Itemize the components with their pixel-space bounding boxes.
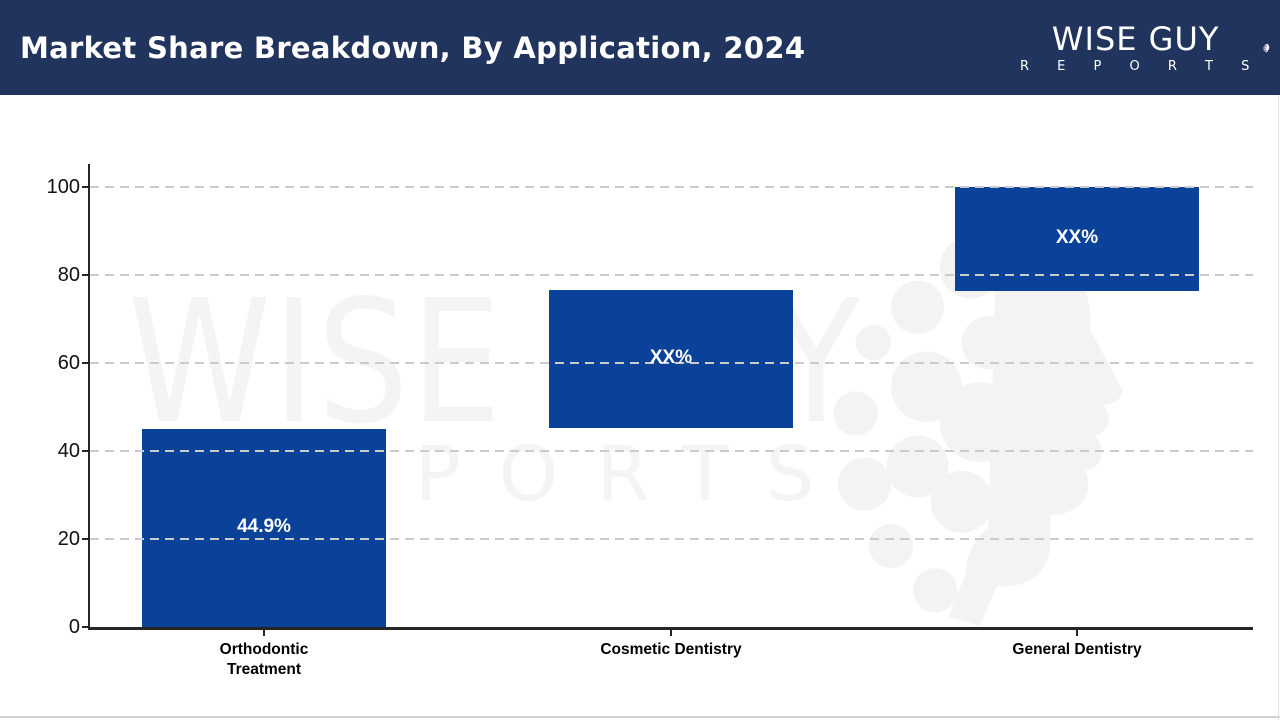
x-category-label: General Dentistry xyxy=(1012,641,1142,658)
bar-general-dentistry xyxy=(955,187,1199,291)
page-header: Market Share Breakdown, By Application, … xyxy=(0,0,1280,95)
y-axis-tick-label: 40 xyxy=(57,440,80,462)
x-category-label: Cosmetic Dentistry xyxy=(600,641,742,658)
y-axis-tick xyxy=(82,186,90,188)
x-axis-tick xyxy=(670,630,672,636)
logo-text: WISE GUY R E P O R T S xyxy=(1010,23,1261,74)
gridline-60 xyxy=(90,362,1253,364)
y-axis-tick xyxy=(82,538,90,540)
logo-wiseguy-label: WISE GUY xyxy=(1051,19,1220,58)
bottom-border-line xyxy=(0,716,1280,718)
y-axis-tick-label: 20 xyxy=(57,528,80,550)
logo-head-dots-icon xyxy=(1263,43,1270,53)
y-axis-tick xyxy=(82,274,90,276)
wise-guy-reports-logo: WISE GUY R E P O R T S xyxy=(1010,5,1270,91)
x-axis-line xyxy=(88,627,1253,630)
y-axis-tick xyxy=(82,450,90,452)
bar-value-label: XX% xyxy=(649,347,693,369)
y-axis-line xyxy=(88,164,90,630)
gridline-80 xyxy=(90,274,1253,276)
gridline-100 xyxy=(90,186,1253,188)
x-axis-tick xyxy=(263,630,265,636)
bar-value-label: 44.9% xyxy=(237,516,291,538)
y-axis-tick-label: 80 xyxy=(57,264,80,286)
bar-orthodontic-treatment xyxy=(142,429,386,627)
bar-cosmetic-dentistry xyxy=(549,290,793,429)
right-border-line xyxy=(1278,95,1279,720)
x-axis-tick xyxy=(1076,630,1078,636)
y-axis-tick-label: 0 xyxy=(68,616,80,638)
y-axis-tick xyxy=(82,362,90,364)
gridline-40 xyxy=(90,450,1253,452)
y-axis-tick-label: 100 xyxy=(46,176,80,198)
y-axis-tick-label: 60 xyxy=(57,352,80,374)
gridline-20 xyxy=(90,538,1253,540)
x-category-label: Orthodontic Treatment xyxy=(219,641,309,678)
bar-value-label: XX% xyxy=(1055,226,1099,248)
y-axis-tick xyxy=(82,626,90,628)
logo-reports-label: R E P O R T S xyxy=(1020,58,1262,74)
chart-title: Market Share Breakdown, By Application, … xyxy=(20,30,806,65)
